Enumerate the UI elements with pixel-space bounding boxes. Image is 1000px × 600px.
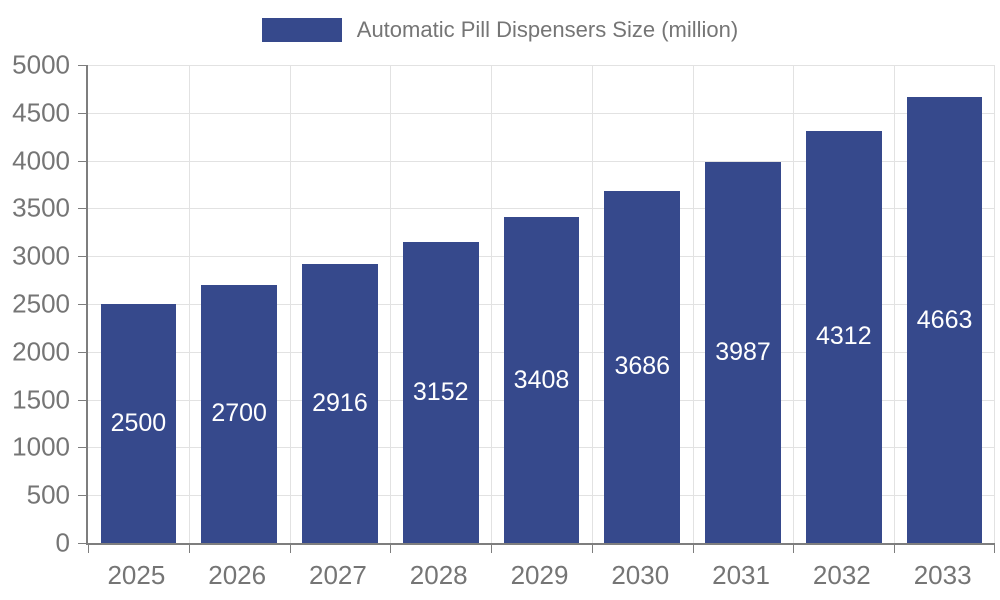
y-tick-mark	[78, 208, 86, 210]
y-tick-label: 4500	[12, 97, 70, 128]
gridline-vertical	[692, 65, 694, 543]
bar-2033: 4663	[906, 97, 983, 543]
y-tick-mark	[78, 160, 86, 162]
x-tick-label: 2032	[812, 560, 871, 590]
x-tick-label: 2025	[107, 560, 166, 590]
x-tick-mark	[88, 545, 89, 553]
gridline-vertical	[491, 65, 493, 543]
bar-value-label: 2500	[110, 409, 167, 437]
y-tick-label: 1000	[12, 431, 70, 462]
x-tick-mark	[289, 545, 291, 553]
gridline-horizontal	[88, 208, 995, 210]
bar-value-label: 4312	[816, 322, 872, 351]
y-tick-mark	[78, 112, 86, 114]
x-tick-label: 2026	[208, 560, 267, 590]
bar-value-label: 2916	[312, 389, 368, 418]
bar-2029: 3408	[503, 217, 580, 543]
bar-value-label: 3987	[715, 337, 771, 366]
y-tick-label: 3000	[12, 240, 70, 271]
gridline-vertical	[591, 65, 593, 543]
bar-2032: 4312	[806, 130, 882, 543]
x-tick-mark	[390, 545, 392, 553]
bar-2030: 3686	[604, 190, 681, 543]
y-tick-mark	[78, 304, 86, 305]
bar-2027: 2916	[302, 264, 378, 543]
y-tick-label: 0	[55, 527, 70, 558]
x-tick-mark	[491, 545, 493, 553]
x-tick-mark	[793, 545, 795, 553]
bar-2031: 3987	[705, 161, 781, 543]
x-tick-label: 2028	[409, 560, 468, 590]
y-tick-mark	[78, 399, 86, 401]
y-tick-label: 2500	[12, 288, 70, 319]
y-tick-mark	[78, 256, 86, 258]
x-axis-labels: 2025 2026 2027 2028 2029 2030 2031 2032 2033	[86, 552, 993, 592]
y-tick-label: 3500	[12, 192, 70, 223]
x-tick-mark	[994, 545, 995, 553]
y-tick-label: 2000	[12, 336, 70, 367]
bar-2026: 2700	[201, 284, 277, 543]
gridline-horizontal	[88, 65, 995, 66]
bar-2028: 3152	[402, 241, 479, 543]
gridline-vertical	[289, 65, 291, 543]
legend-swatch	[261, 18, 342, 42]
bar-value-label: 2700	[211, 399, 267, 428]
y-axis-labels: 0 500 1000 1500 2000 2500 3000 3500 4000 4500 5000	[0, 50, 70, 558]
y-tick-mark	[78, 495, 86, 497]
y-tick-label: 4000	[12, 145, 70, 176]
y-tick-label: 1500	[12, 384, 70, 415]
bar-value-label: 3408	[513, 365, 570, 394]
x-tick-label: 2029	[510, 560, 569, 590]
y-tick-mark	[78, 447, 86, 449]
y-tick-label: 5000	[12, 49, 70, 80]
gridline-horizontal	[88, 160, 995, 162]
bar-2025: 2500	[100, 304, 177, 543]
bar-value-label: 4663	[916, 305, 973, 334]
y-tick-label: 500	[26, 479, 70, 510]
y-tick-mark	[78, 543, 86, 544]
gridline-vertical	[894, 65, 896, 543]
gridline-vertical	[390, 65, 392, 543]
y-tick-mark	[78, 351, 86, 353]
x-tick-mark	[894, 545, 896, 553]
x-tick-label: 2027	[309, 560, 367, 590]
legend: Automatic Pill Dispensers Size (million)	[0, 17, 1000, 43]
x-tick-mark	[692, 545, 694, 553]
legend-label: Automatic Pill Dispensers Size (million)	[356, 17, 739, 42]
y-tick-mark	[78, 65, 86, 66]
bar-value-label: 3152	[412, 377, 469, 406]
x-tick-mark	[188, 545, 190, 553]
x-tick-label: 2031	[712, 560, 770, 590]
x-tick-label: 2033	[913, 560, 972, 590]
x-tick-mark	[591, 545, 593, 553]
bar-value-label: 3686	[614, 352, 671, 381]
gridline-vertical	[793, 65, 795, 543]
gridline-horizontal	[88, 112, 995, 114]
x-tick-label: 2030	[611, 560, 670, 590]
plot-area: 2500 2700 2916 3152 3408 3686 3987 4312 4663	[78, 65, 995, 553]
gridline-vertical	[994, 65, 995, 543]
gridline-vertical	[188, 65, 190, 543]
